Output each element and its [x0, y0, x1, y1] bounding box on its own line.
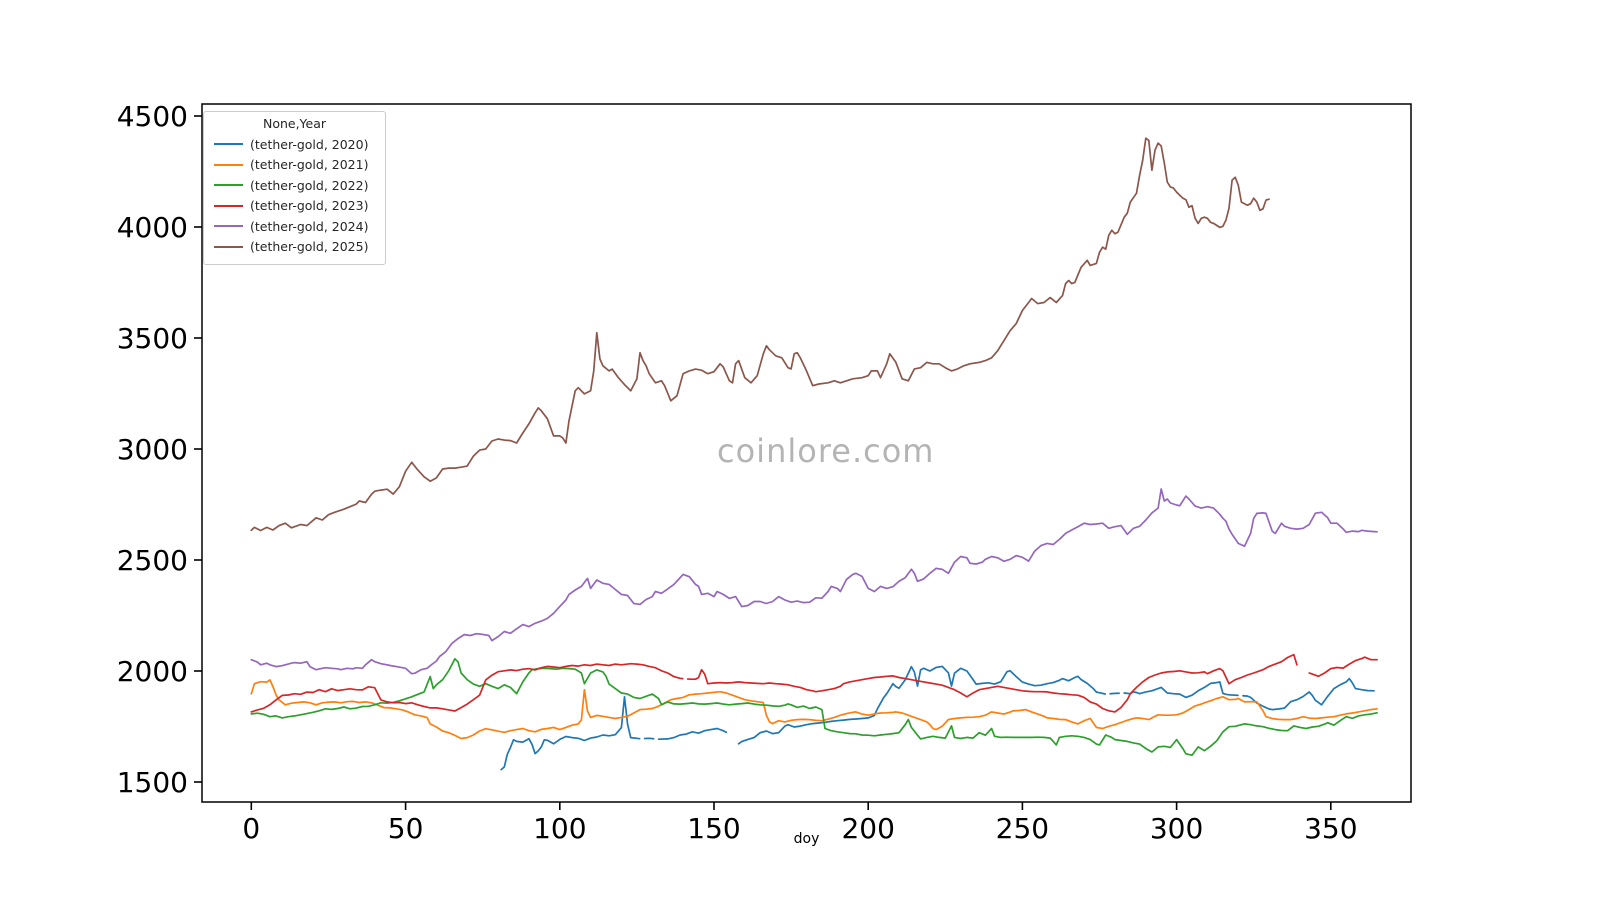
- x-tick-label: 200: [841, 812, 894, 845]
- legend-entry: (tether-gold, 2024): [210, 216, 379, 237]
- x-tick-label: 100: [533, 812, 586, 845]
- legend-entry-label: (tether-gold, 2022): [250, 177, 369, 193]
- legend-line-sample: [214, 204, 243, 207]
- legend-entry: (tether-gold, 2020): [210, 134, 379, 155]
- legend-entry-label: (tether-gold, 2024): [250, 218, 369, 234]
- legend-line-sample: [214, 163, 243, 166]
- y-tick-label: 3000: [117, 433, 188, 466]
- legend-line-sample: [214, 184, 243, 187]
- legend-entries: (tether-gold, 2020) (tether-gold, 2021) (t…: [210, 134, 379, 257]
- x-tick-label: 250: [996, 812, 1049, 845]
- series-line-2020: [1129, 681, 1230, 699]
- x-axis-label: doy: [793, 831, 820, 847]
- x-tick-label: 150: [687, 812, 740, 845]
- series-line-2020: [629, 736, 669, 741]
- legend-entry: (tether-gold, 2021): [210, 155, 379, 176]
- legend-title: None,Year: [262, 116, 327, 131]
- legend-entry: (tether-gold, 2023): [210, 196, 379, 217]
- x-tick-label: 50: [388, 812, 424, 845]
- legend-entry-label: (tether-gold, 2023): [250, 198, 369, 214]
- legend-entry-label: (tether-gold, 2021): [250, 157, 369, 173]
- series-line-2025: [250, 137, 1270, 532]
- series-line-2022: [250, 657, 1378, 757]
- legend-entry-label: (tether-gold, 2020): [250, 136, 369, 152]
- legend: None,Year (tether-gold, 2020) (tether-gol…: [203, 111, 386, 265]
- legend-entry: (tether-gold, 2025): [210, 237, 379, 258]
- series-line-2020: [500, 695, 632, 771]
- y-tick-label: 1500: [117, 766, 188, 799]
- x-tick-label: 0: [242, 812, 260, 845]
- legend-line-sample: [214, 225, 243, 228]
- series-line-2020: [1246, 677, 1375, 711]
- coinlore-watermark: coinlore.com: [717, 432, 935, 470]
- series-line-2024: [250, 488, 1378, 675]
- y-tick-label: 3500: [117, 322, 188, 355]
- legend-entry-label: (tether-gold, 2025): [250, 239, 369, 255]
- legend-entry: (tether-gold, 2022): [210, 175, 379, 196]
- series-line-2023: [673, 675, 697, 681]
- y-tick-label: 4000: [117, 211, 188, 244]
- series-line-2020: [1095, 691, 1132, 695]
- series-line-2021: [250, 679, 1378, 740]
- series-line-2023: [250, 662, 675, 713]
- x-tick-label: 300: [1150, 812, 1203, 845]
- series-line-2023: [694, 653, 1298, 713]
- y-tick-label: 4500: [117, 100, 188, 133]
- series-line-2023: [1308, 656, 1378, 678]
- x-tick-label: 350: [1304, 812, 1357, 845]
- y-tick-label: 2000: [117, 655, 188, 688]
- legend-line-sample: [214, 245, 243, 248]
- y-tick-label: 2500: [117, 544, 188, 577]
- plot-frame: [201, 103, 1412, 803]
- series-line-2020: [737, 665, 1098, 745]
- legend-line-sample: [214, 143, 243, 146]
- series-line-2020: [1228, 693, 1249, 697]
- series-line-2020: [666, 727, 728, 740]
